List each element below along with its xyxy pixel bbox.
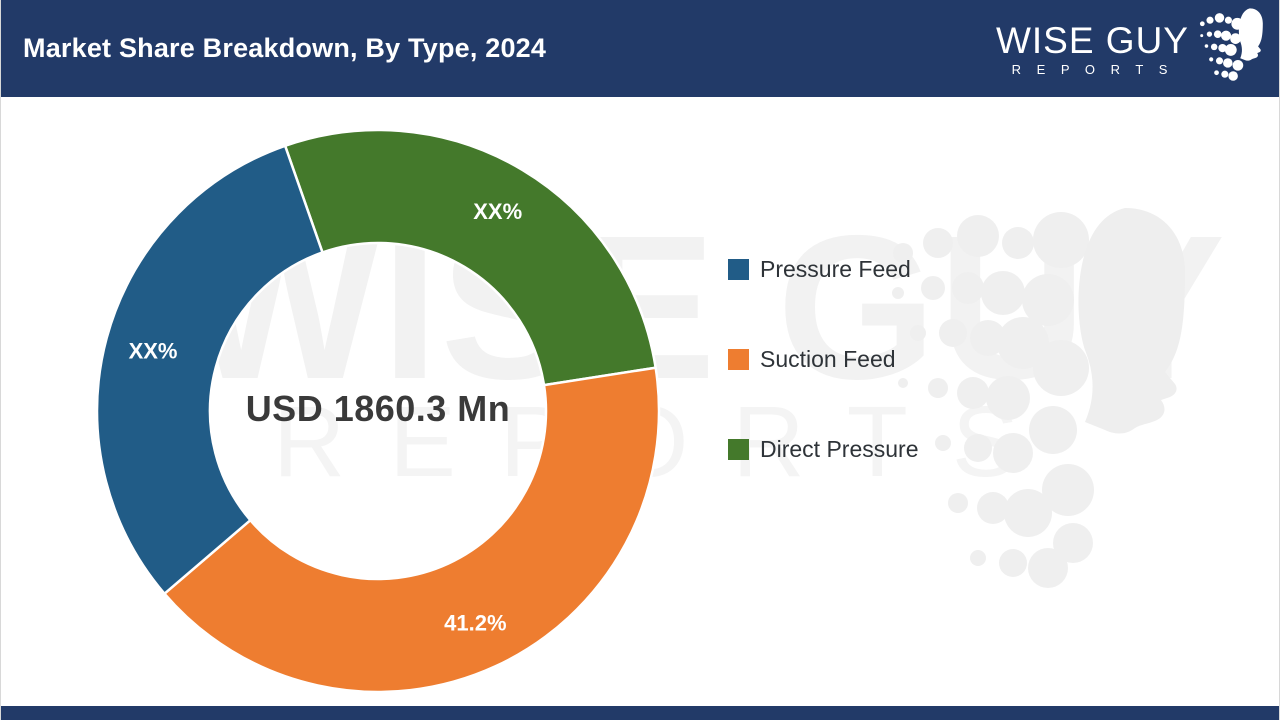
- legend-swatch-pressure-feed: [728, 258, 749, 280]
- footer-bar: [1, 706, 1279, 720]
- legend-swatch-direct-pressure: [728, 438, 749, 460]
- donut-segment-suction-feed: [163, 366, 661, 694]
- legend-swatch-suction-feed: [728, 348, 749, 370]
- legend-label: Direct Pressure: [760, 435, 919, 462]
- page-title: Market Share Breakdown, By Type, 2024: [23, 33, 547, 63]
- donut-chart: XX% 41.2% XX%: [95, 128, 661, 694]
- header-bar: Market Share Breakdown, By Type, 2024 WI…: [1, 0, 1279, 97]
- wise-guy-logo: WISE GUY R E P O R T S: [996, 6, 1265, 92]
- logo-reports-label: R E P O R T S: [1011, 61, 1174, 77]
- legend-item-pressure-feed: Pressure Feed: [728, 256, 918, 282]
- slice-label-pressure-feed: XX%: [129, 338, 178, 363]
- legend-label: Pressure Feed: [760, 255, 911, 282]
- donut-segment-pressure-feed: [95, 144, 324, 595]
- watermark-face-dots: [892, 208, 1185, 588]
- slice-label-suction-feed: 41.2%: [444, 611, 506, 636]
- legend-item-direct-pressure: Direct Pressure: [728, 436, 918, 462]
- logo-wiseguy-label: WISE GUY: [995, 19, 1189, 61]
- donut-segment-direct-pressure: [283, 128, 657, 387]
- legend-label: Suction Feed: [760, 345, 896, 372]
- donut-center-value: USD 1860.3 Mn: [245, 388, 511, 429]
- logo-text: WISE GUY R E P O R T S: [995, 19, 1189, 78]
- logo-face-icon: [1199, 8, 1263, 81]
- legend-item-suction-feed: Suction Feed: [728, 346, 918, 372]
- chart-legend: Pressure Feed Suction Feed Direct Pressu…: [728, 256, 918, 526]
- slice-label-direct-pressure: XX%: [473, 199, 522, 224]
